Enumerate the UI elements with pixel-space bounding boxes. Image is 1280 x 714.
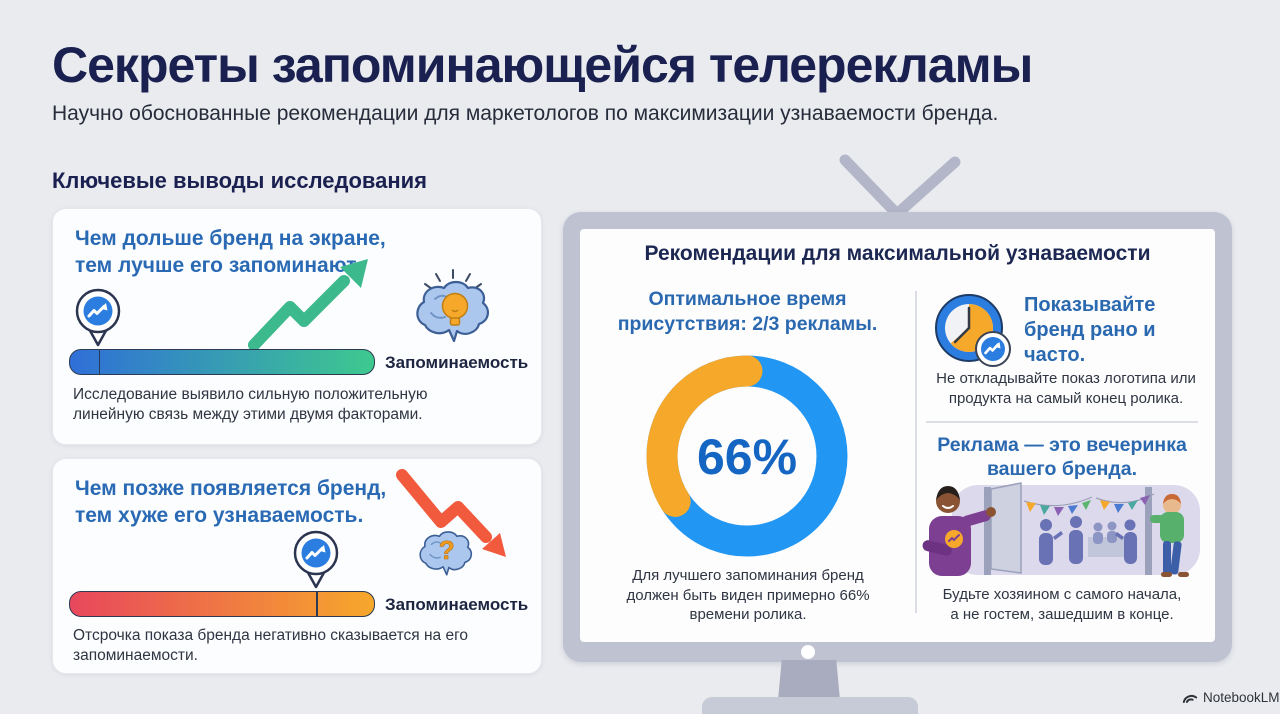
tv-power-light (801, 645, 815, 659)
tv-stand-neck (778, 660, 840, 700)
bar-label: Запоминаемость (385, 353, 529, 372)
page-title: Секреты запоминающейся телерекламы (52, 37, 1033, 93)
title-line: вашего бренда. (986, 458, 1138, 481)
section-heading-key-findings: Ключевые выводы исследования (52, 168, 428, 193)
watermark-label: NotebookLM (1203, 690, 1280, 705)
bar-label: Запоминаемость (385, 595, 529, 614)
title-line: тем лучше его запоминают. (75, 254, 361, 278)
title-line: Чем позже появляется бренд, (75, 477, 387, 500)
notebooklm-logo-icon (1182, 695, 1198, 703)
trend-down-arrow (396, 469, 506, 557)
caption-line: а не гостем, зашедшим в конце. (950, 605, 1174, 623)
optimal-time-title: Оптимальное время присутствия: 2/3 рекла… (595, 287, 900, 337)
finding-card-body: Отсрочка показа бренда негативно сказыва… (73, 627, 469, 665)
notebooklm-watermark: NotebookLM (1182, 690, 1280, 705)
title-line: Чем дольше бренд на экране, (75, 227, 386, 250)
finding-card-longer-on-screen: Чем дольше бренд на экране, тем лучше ег… (52, 208, 542, 445)
guest-figure (1150, 494, 1189, 577)
title-line: Реклама — это вечеринка (937, 434, 1187, 456)
show-early-body: Не откладывайте показ логотипа или проду… (936, 370, 1196, 407)
tip-divider (926, 421, 1198, 423)
party-caption: Будьте хозяином с самого начала, а не го… (922, 585, 1202, 624)
tv-stand-base (702, 697, 918, 714)
tv-screen-panel: Рекомендации для максимальной узнаваемос… (580, 229, 1215, 642)
brand-marker-bubble-icon (293, 530, 339, 589)
title-line: тем хуже его узнаваемость. (75, 504, 364, 528)
party-host-illustration (922, 482, 1200, 577)
donut-center-value: 66% (697, 429, 797, 485)
optimal-time-caption: Для лучшего запоминания бренд должен быт… (626, 567, 870, 623)
clock-trend-icon (935, 294, 1011, 367)
caption-line: Будьте хозяином с самого начала, (942, 586, 1182, 603)
finding-card-late-brand: Чем позже появляется бренд, тем хуже его… (52, 458, 542, 674)
memorability-bar-positive (69, 349, 375, 375)
svg-text:?: ? (439, 535, 455, 565)
host-figure (922, 486, 996, 576)
finding-card-body: Исследование выявило сильную положительн… (73, 386, 428, 424)
column-divider (915, 291, 917, 613)
bunting-flags (1026, 495, 1150, 516)
party-title: Реклама — это вечеринка вашего бренда. (922, 433, 1202, 482)
page-subtitle: Научно обоснованные рекомендации для мар… (52, 102, 999, 125)
tv-antenna (839, 154, 961, 220)
memorability-bar-negative (69, 591, 375, 617)
brain-lightbulb-icon (416, 269, 489, 343)
bar-marker-tick (98, 350, 101, 374)
brand-marker-bubble-icon (75, 288, 121, 347)
tv-panel-heading: Рекомендации для максимальной узнаваемос… (644, 242, 1151, 265)
brain-question-icon: ? (419, 531, 473, 576)
finding-card-title: Чем позже появляется бренд, тем хуже его… (75, 475, 386, 530)
trend-up-arrow (248, 259, 368, 351)
brand-time-donut: 66% (646, 355, 848, 557)
show-early-title: Показывайте бренд рано и часто. (1024, 294, 1156, 366)
title-line: присутствия: 2/3 рекламы. (617, 312, 878, 335)
title-line: Оптимальное время (648, 288, 847, 310)
finding-card-title: Чем дольше бренд на экране, тем лучше ег… (75, 225, 386, 280)
bar-marker-tick (316, 592, 318, 616)
